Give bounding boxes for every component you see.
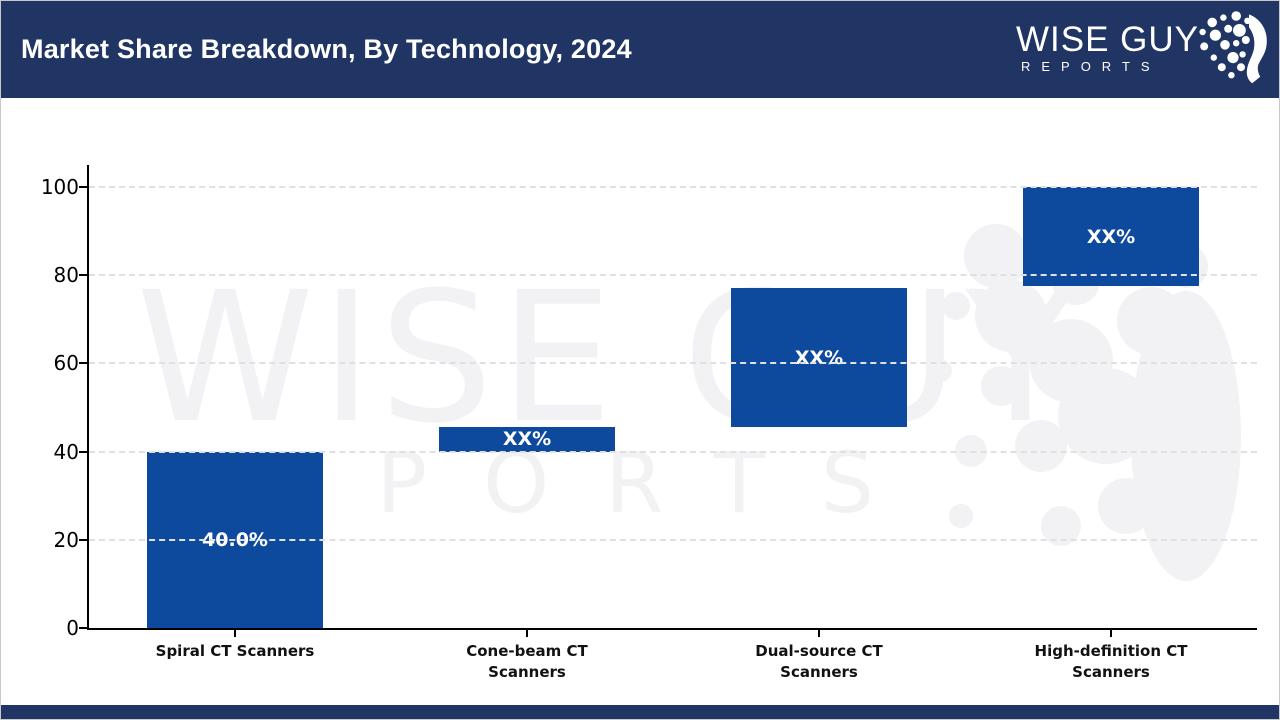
page-title: Market Share Breakdown, By Technology, 2… [21,34,632,64]
gridline-y-20 [89,538,1257,541]
logo-subtext: REPORTS [1020,59,1161,75]
gridline-y-40 [89,450,1257,453]
logo-wordmark: WISE GUY [1015,19,1199,59]
logo-head-icon [1199,11,1267,84]
y-tick-40 [79,450,87,453]
gridline-y-100 [89,186,1257,188]
bar-value-label: XX% [794,346,844,369]
y-tick-label-40: 40 [53,439,79,464]
x-tick-1 [526,630,528,637]
watermark-head-icon [930,221,1241,581]
y-tick-label-80: 80 [53,263,79,288]
y-tick-80 [79,274,87,277]
bar-cone-beam-ct-scanners: XX% [439,427,615,452]
y-tick-label-0: 0 [66,616,79,640]
y-tick-label-20: 20 [53,527,79,552]
bar-value-label: XX% [1086,225,1136,248]
x-category-label-0: Spiral CT Scanners [155,642,315,660]
gridline-y-60 [89,362,1257,365]
watermark-wordmark: WISE GUY [136,254,1082,463]
y-tick-0 [79,627,87,629]
bar-value-label: XX% [502,428,552,451]
y-tick-100 [79,186,87,188]
footer-bar [1,705,1279,719]
y-tick-60 [79,362,87,365]
logo-text: WISE GUY REPORTS [1015,19,1199,75]
wiseguy-logo: WISE GUY REPORTS [1016,7,1273,89]
header-bar: Market Share Breakdown, By Technology, 2… [1,1,1279,98]
x-axis-line [87,628,1257,630]
bar-high-definition-ct-scanners: XX% [1023,187,1199,287]
x-category-label-2: Dual-source CT Scanners [755,642,883,681]
y-tick-20 [79,538,87,541]
x-tick-3 [1110,630,1112,637]
y-tick-label-100: 100 [40,175,79,199]
y-tick-label-60: 60 [53,351,79,376]
x-tick-0 [234,630,236,637]
bar-dual-source-ct-scanners: XX% [731,288,907,428]
gridline-y-80 [89,274,1257,277]
x-category-label-1: Cone-beam CT Scanners [466,642,588,681]
x-category-label-3: High-definition CT Scanners [1034,642,1188,681]
x-tick-2 [818,630,820,637]
y-axis-line [87,165,89,630]
